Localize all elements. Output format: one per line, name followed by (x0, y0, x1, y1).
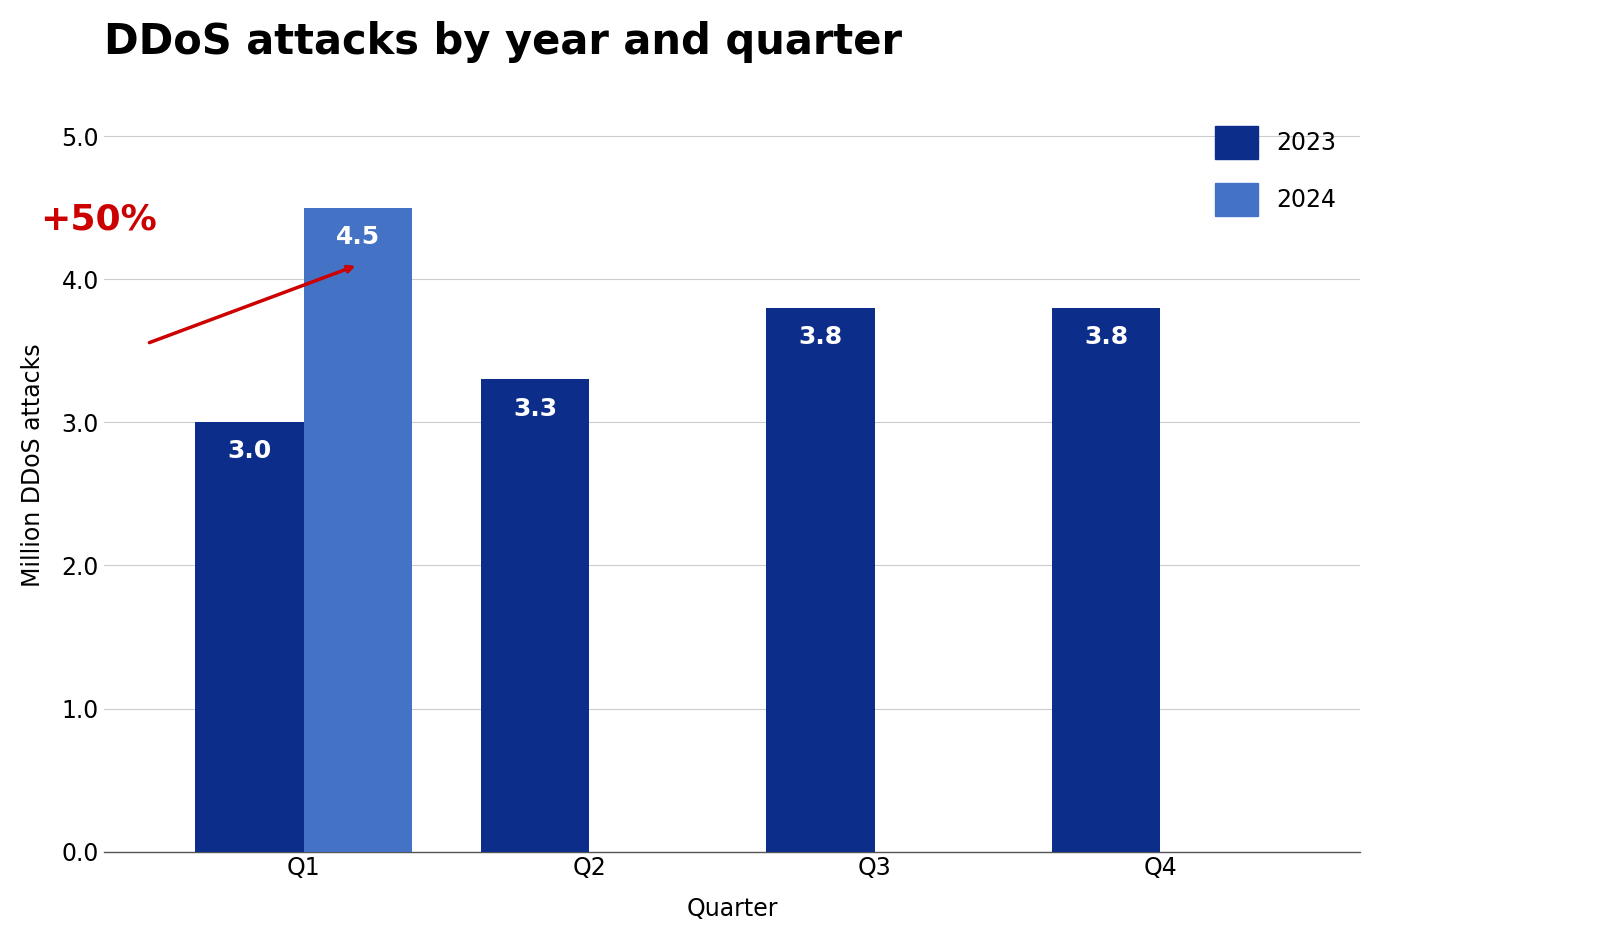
Text: 3.3: 3.3 (514, 397, 557, 420)
Bar (480, 380, 589, 852)
Text: 3.8: 3.8 (798, 325, 843, 349)
Text: 4.5: 4.5 (336, 225, 381, 249)
Legend: 2023, 2024: 2023, 2024 (1203, 114, 1349, 228)
Text: 3.8: 3.8 (1083, 325, 1128, 349)
Bar (195, 422, 304, 852)
Text: +50%: +50% (40, 203, 157, 236)
Bar (304, 207, 413, 852)
Bar (1051, 308, 1160, 852)
Text: DDoS attacks by year and quarter: DDoS attacks by year and quarter (104, 21, 902, 63)
X-axis label: Quarter: Quarter (686, 897, 778, 921)
Text: 3.0: 3.0 (227, 440, 272, 463)
Y-axis label: Million DDoS attacks: Million DDoS attacks (21, 344, 45, 587)
Bar (766, 308, 875, 852)
